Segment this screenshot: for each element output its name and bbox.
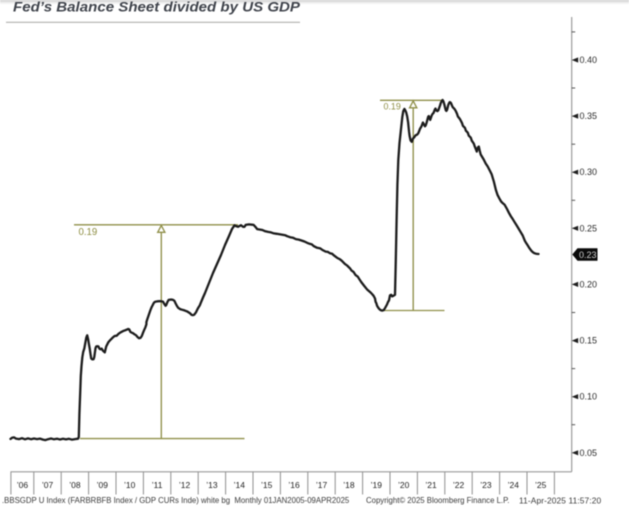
svg-text:’13: ’13 xyxy=(206,480,218,490)
svg-text:’08: ’08 xyxy=(69,480,81,490)
svg-text:’16: ’16 xyxy=(288,480,300,490)
svg-text:’10: ’10 xyxy=(124,480,136,490)
svg-text:.BBSGDP U Index (FARBRBFB Inde: .BBSGDP U Index (FARBRBFB Index / GDP CU… xyxy=(2,496,350,505)
svg-text:’12: ’12 xyxy=(179,480,191,490)
svg-text:0.20: 0.20 xyxy=(580,279,598,289)
svg-text:’07: ’07 xyxy=(42,480,54,490)
svg-text:’21: ’21 xyxy=(425,480,437,490)
svg-text:’19: ’19 xyxy=(371,480,383,490)
svg-text:’25: ’25 xyxy=(535,480,547,490)
svg-text:Fed’s Balance Sheet divided by: Fed’s Balance Sheet divided by US GDP xyxy=(13,0,301,15)
svg-text:’11: ’11 xyxy=(152,480,163,490)
svg-text:’17: ’17 xyxy=(316,480,328,490)
svg-text:’20: ’20 xyxy=(398,480,410,490)
svg-text:0.23: 0.23 xyxy=(579,250,597,260)
svg-text:’14: ’14 xyxy=(234,480,246,490)
svg-text:0.35: 0.35 xyxy=(580,111,598,121)
svg-text:0.40: 0.40 xyxy=(580,55,598,65)
svg-text:’15: ’15 xyxy=(261,480,273,490)
svg-text:0.30: 0.30 xyxy=(580,167,598,177)
svg-text:11-Apr-2025 11:57:20: 11-Apr-2025 11:57:20 xyxy=(519,496,601,506)
svg-text:’09: ’09 xyxy=(97,480,109,490)
svg-text:’24: ’24 xyxy=(508,480,520,490)
svg-text:’22: ’22 xyxy=(453,480,465,490)
svg-text:0.10: 0.10 xyxy=(580,392,598,402)
svg-text:’06: ’06 xyxy=(17,480,29,490)
svg-text:’18: ’18 xyxy=(343,480,355,490)
svg-text:0.15: 0.15 xyxy=(580,336,598,346)
svg-text:0.19: 0.19 xyxy=(384,101,401,112)
svg-text:’23: ’23 xyxy=(480,480,492,490)
svg-text:0.05: 0.05 xyxy=(580,448,598,458)
svg-text:Copyright© 2025 Bloomberg Fina: Copyright© 2025 Bloomberg Finance L.P. xyxy=(366,496,509,505)
svg-text:0.25: 0.25 xyxy=(580,223,598,233)
svg-text:0.19: 0.19 xyxy=(79,226,98,238)
